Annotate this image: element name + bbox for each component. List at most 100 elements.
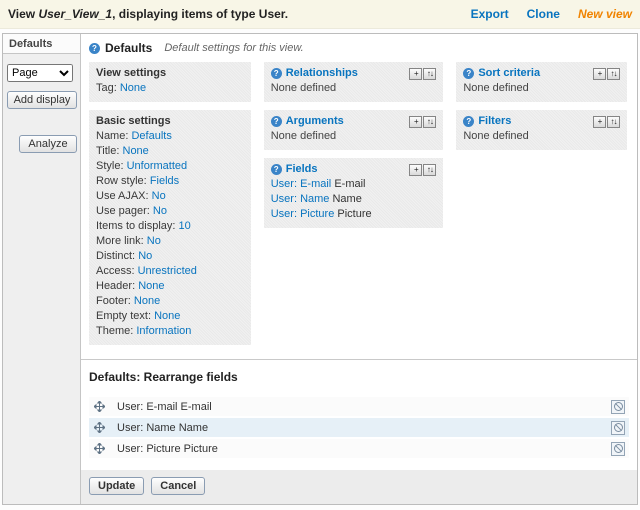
fields-box: ? Fields + ↑↓ User: E-mail E-mail <box>263 158 444 228</box>
basic-settings-title: Basic settings <box>96 115 171 127</box>
relationships-title-link[interactable]: Relationships <box>285 67 358 79</box>
remove-field-button[interactable] <box>611 441 625 456</box>
setting-label: Empty text: <box>96 310 152 322</box>
setting-value-link[interactable]: None <box>133 295 161 307</box>
help-icon[interactable]: ? <box>463 68 475 79</box>
setting-label: Title: <box>96 145 120 157</box>
setting-label: Name: <box>96 130 129 142</box>
setting-label: Use AJAX: <box>96 190 149 202</box>
remove-field-button[interactable] <box>611 399 625 414</box>
setting-line: Access: Unrestricted <box>96 264 244 279</box>
views-ui-container: Defaults Page Add display Analyze ? Defa… <box>2 33 638 505</box>
setting-line: Empty text: None <box>96 309 244 324</box>
top-link[interactable]: Clone <box>526 7 560 21</box>
fields-title-link[interactable]: Fields <box>285 163 318 175</box>
rearrange-row-label: User: Picture Picture <box>117 442 218 455</box>
setting-value-link[interactable]: Defaults <box>131 130 172 142</box>
field-line: User: Name Name <box>271 192 437 207</box>
setting-label: Footer: <box>96 295 131 307</box>
display-type-select[interactable]: Page <box>7 64 73 82</box>
sort-criteria-header: ? Sort criteria + ↑↓ <box>463 66 620 81</box>
drag-handle-icon[interactable] <box>94 401 105 412</box>
view-status-text: View User_View_1, displaying items of ty… <box>8 7 288 21</box>
field-link[interactable]: User: E-mail <box>270 178 332 190</box>
filters-actions: + ↑↓ <box>592 115 620 128</box>
fields-header: ? Fields + ↑↓ <box>270 162 437 177</box>
help-icon[interactable]: ? <box>463 116 475 127</box>
setting-value-link[interactable]: 10 <box>178 220 191 232</box>
field-line: User: Picture Picture <box>271 207 437 222</box>
setting-label: Distinct: <box>96 250 136 262</box>
setting-value-link[interactable]: No <box>146 235 161 247</box>
help-icon[interactable]: ? <box>270 68 282 79</box>
field-link[interactable]: User: Picture <box>270 208 335 220</box>
action-bar: Update Cancel <box>81 470 637 504</box>
setting-line: Header: None <box>96 279 244 294</box>
setting-value-link[interactable]: Unrestricted <box>137 265 197 277</box>
view-status-suffix: , displaying items of type User. <box>112 7 289 21</box>
help-icon[interactable]: ? <box>270 116 282 127</box>
view-status-bar: View User_View_1, displaying items of ty… <box>0 0 640 29</box>
rearrange-icon[interactable]: ↑↓ <box>607 67 620 80</box>
analyze-button[interactable]: Analyze <box>19 135 77 153</box>
relationships-actions: + ↑↓ <box>408 67 437 80</box>
cancel-button[interactable]: Cancel <box>151 477 206 495</box>
drag-handle-icon[interactable] <box>94 422 105 433</box>
remove-icon <box>613 402 623 411</box>
rearrange-row[interactable]: User: Name Name <box>89 418 629 437</box>
help-icon[interactable]: ? <box>270 164 282 175</box>
help-icon[interactable]: ? <box>89 42 100 54</box>
rearrange-icon[interactable]: ↑↓ <box>607 115 620 128</box>
panel-header: ? Defaults Default settings for this vie… <box>81 34 637 60</box>
setting-value-link[interactable]: None <box>138 280 165 292</box>
rearrange-row[interactable]: User: E-mail E-mail <box>89 397 629 416</box>
update-button[interactable]: Update <box>89 477 145 495</box>
drag-handle-icon[interactable] <box>94 443 105 454</box>
setting-value-link[interactable]: No <box>151 190 166 202</box>
add-icon[interactable]: + <box>409 115 423 128</box>
filters-title-link[interactable]: Filters <box>478 115 512 127</box>
rearrange-icon[interactable]: ↑↓ <box>423 115 437 128</box>
top-link[interactable]: New view <box>577 7 632 21</box>
sidebar-controls: Page Add display Analyze <box>3 54 80 153</box>
basic-settings-box: Basic settings Name: Defaults Title: Non… <box>89 110 251 345</box>
rearrange-icon[interactable]: ↑↓ <box>423 67 437 80</box>
setting-label: Items to display: <box>96 220 176 232</box>
filters-empty: None defined <box>463 130 529 142</box>
setting-value-link[interactable]: No <box>152 205 167 217</box>
field-line: User: E-mail E-mail <box>271 177 437 192</box>
setting-label: Header: <box>96 280 136 292</box>
remove-field-button[interactable] <box>611 420 625 435</box>
add-icon[interactable]: + <box>409 163 423 176</box>
add-icon[interactable]: + <box>593 115 606 128</box>
setting-value-link[interactable]: No <box>138 250 153 262</box>
setting-label: Style: <box>96 160 124 172</box>
field-link[interactable]: User: Name <box>270 193 330 205</box>
setting-value-link[interactable]: None <box>154 310 181 322</box>
setting-value-link[interactable]: Unformatted <box>126 160 188 172</box>
relationships-empty: None defined <box>270 82 337 94</box>
panel-title: Defaults <box>105 41 153 55</box>
sort-criteria-title-link[interactable]: Sort criteria <box>478 67 541 79</box>
fields-actions: + ↑↓ <box>408 163 437 176</box>
column-1: View settings Tag: None Basic settings <box>89 62 251 345</box>
setting-line: Theme: Information <box>96 324 244 339</box>
setting-value-link[interactable]: Information <box>136 325 192 337</box>
tab-defaults[interactable]: Defaults <box>3 34 80 54</box>
arguments-title-link[interactable]: Arguments <box>285 115 344 127</box>
setting-label: Theme: <box>96 325 134 337</box>
add-icon[interactable]: + <box>593 67 606 80</box>
filters-box: ? Filters + ↑↓ None defined <box>456 110 627 150</box>
field-label: Picture <box>337 208 372 220</box>
rearrange-row[interactable]: User: Picture Picture <box>89 439 629 458</box>
relationships-box: ? Relationships + ↑↓ None defined <box>263 62 444 102</box>
rearrange-icon[interactable]: ↑↓ <box>423 163 437 176</box>
basic-settings-list: Name: Defaults Title: None Style: <box>96 129 244 339</box>
setting-value-link[interactable]: None <box>122 145 149 157</box>
add-display-button[interactable]: Add display <box>7 91 77 109</box>
setting-value-link[interactable]: None <box>119 82 147 94</box>
setting-line: Use pager: No <box>96 204 244 219</box>
top-link[interactable]: Export <box>470 7 509 21</box>
setting-value-link[interactable]: Fields <box>149 175 180 187</box>
add-icon[interactable]: + <box>409 67 423 80</box>
